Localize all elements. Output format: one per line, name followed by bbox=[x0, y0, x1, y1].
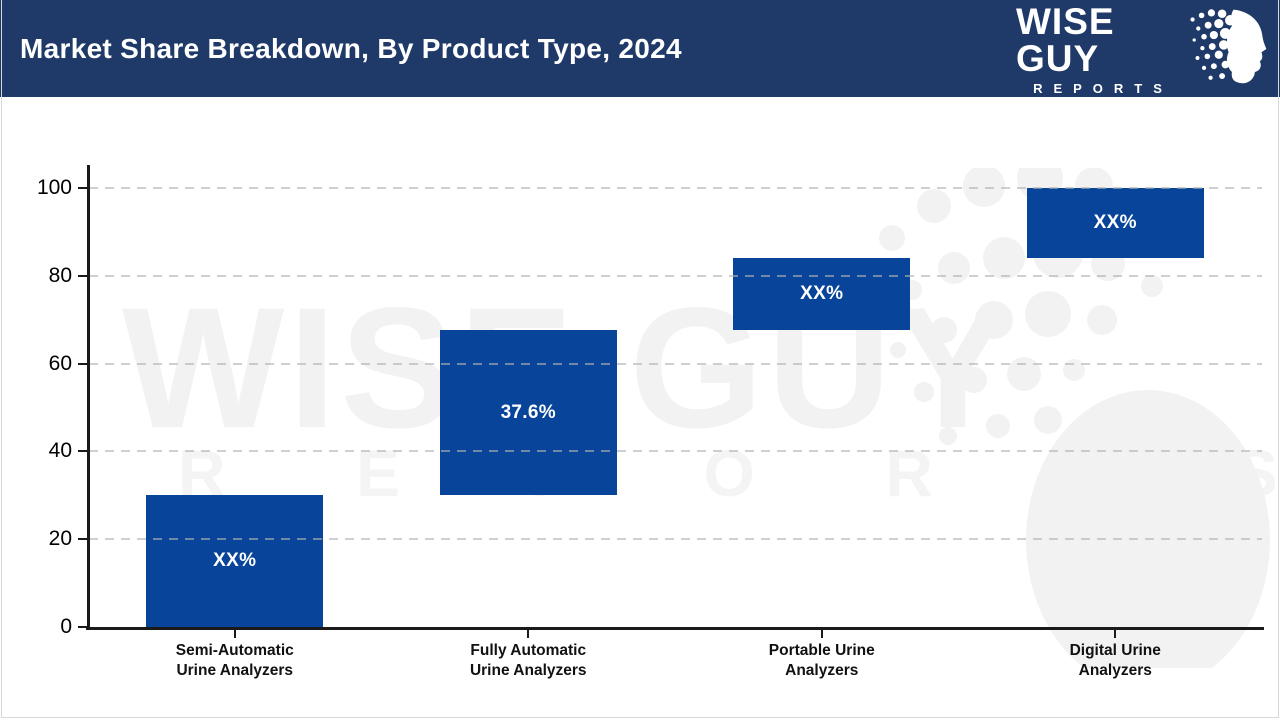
gridline bbox=[89, 362, 1262, 365]
y-tick-mark bbox=[78, 362, 88, 365]
wise-guy-reports-logo: WISE GUY REPORTS bbox=[1016, 3, 1268, 96]
category-label-line2: Analyzers bbox=[785, 662, 859, 679]
gridline bbox=[89, 187, 1262, 189]
header-bar: Market Share Breakdown, By Product Type,… bbox=[0, 0, 1280, 97]
category-label: Digital Urine Analyzers bbox=[975, 641, 1255, 681]
chart-title: Market Share Breakdown, By Product Type,… bbox=[20, 32, 682, 64]
category-label-line1: Fully Automatic bbox=[470, 642, 587, 659]
bar-value-label: XX% bbox=[800, 283, 844, 305]
category-label-line2: Urine Analyzers bbox=[176, 662, 294, 679]
gridline bbox=[89, 274, 1262, 277]
y-tick-mark bbox=[78, 538, 88, 541]
y-tick-mark bbox=[78, 626, 88, 628]
y-tick-mark bbox=[78, 187, 88, 189]
category-label-line1: Portable Urine bbox=[768, 642, 875, 659]
y-tick-mark bbox=[78, 274, 88, 277]
x-tick-mark bbox=[1114, 630, 1117, 638]
x-axis-line bbox=[86, 627, 1264, 630]
y-axis-line bbox=[87, 165, 90, 629]
bar-value-label: XX% bbox=[213, 550, 257, 572]
category-label-line1: Semi-Automatic bbox=[175, 642, 294, 659]
y-tick-label: 40 bbox=[48, 439, 72, 463]
bar-value-label: 37.6% bbox=[500, 401, 556, 423]
bar-value-label: XX% bbox=[1093, 212, 1137, 234]
y-tick-label: 60 bbox=[48, 351, 72, 375]
category-label: Portable Urine Analyzers bbox=[682, 641, 962, 681]
logo-reports-text: REPORTS bbox=[1033, 80, 1173, 96]
gridline bbox=[89, 538, 1262, 541]
y-tick-mark bbox=[78, 450, 88, 453]
bar-segment: XX% bbox=[733, 258, 911, 331]
gridline bbox=[89, 450, 1262, 453]
logo-text: WISE GUY REPORTS bbox=[1016, 3, 1184, 96]
category-label-line2: Analyzers bbox=[1078, 662, 1152, 679]
y-tick-label: 100 bbox=[36, 176, 72, 199]
category-label-line2: Urine Analyzers bbox=[469, 662, 587, 679]
y-tick-label: 80 bbox=[48, 263, 72, 287]
x-tick-mark bbox=[820, 630, 823, 638]
y-tick-label: 0 bbox=[60, 615, 72, 638]
category-label-line1: Digital Urine bbox=[1069, 642, 1161, 659]
x-tick-mark bbox=[233, 630, 236, 638]
logo-wiseguy-text: WISE GUY bbox=[1016, 0, 1115, 79]
bar-segment: 37.6% bbox=[439, 330, 617, 496]
category-label: Semi-Automatic Urine Analyzers bbox=[95, 641, 375, 681]
x-tick-mark bbox=[527, 630, 530, 638]
category-label: Fully Automatic Urine Analyzers bbox=[388, 641, 668, 681]
logo-face-icon bbox=[1190, 9, 1267, 84]
y-tick-label: 20 bbox=[48, 527, 72, 551]
bar-segment: XX% bbox=[1026, 188, 1204, 259]
bar-segment: XX% bbox=[146, 495, 324, 627]
